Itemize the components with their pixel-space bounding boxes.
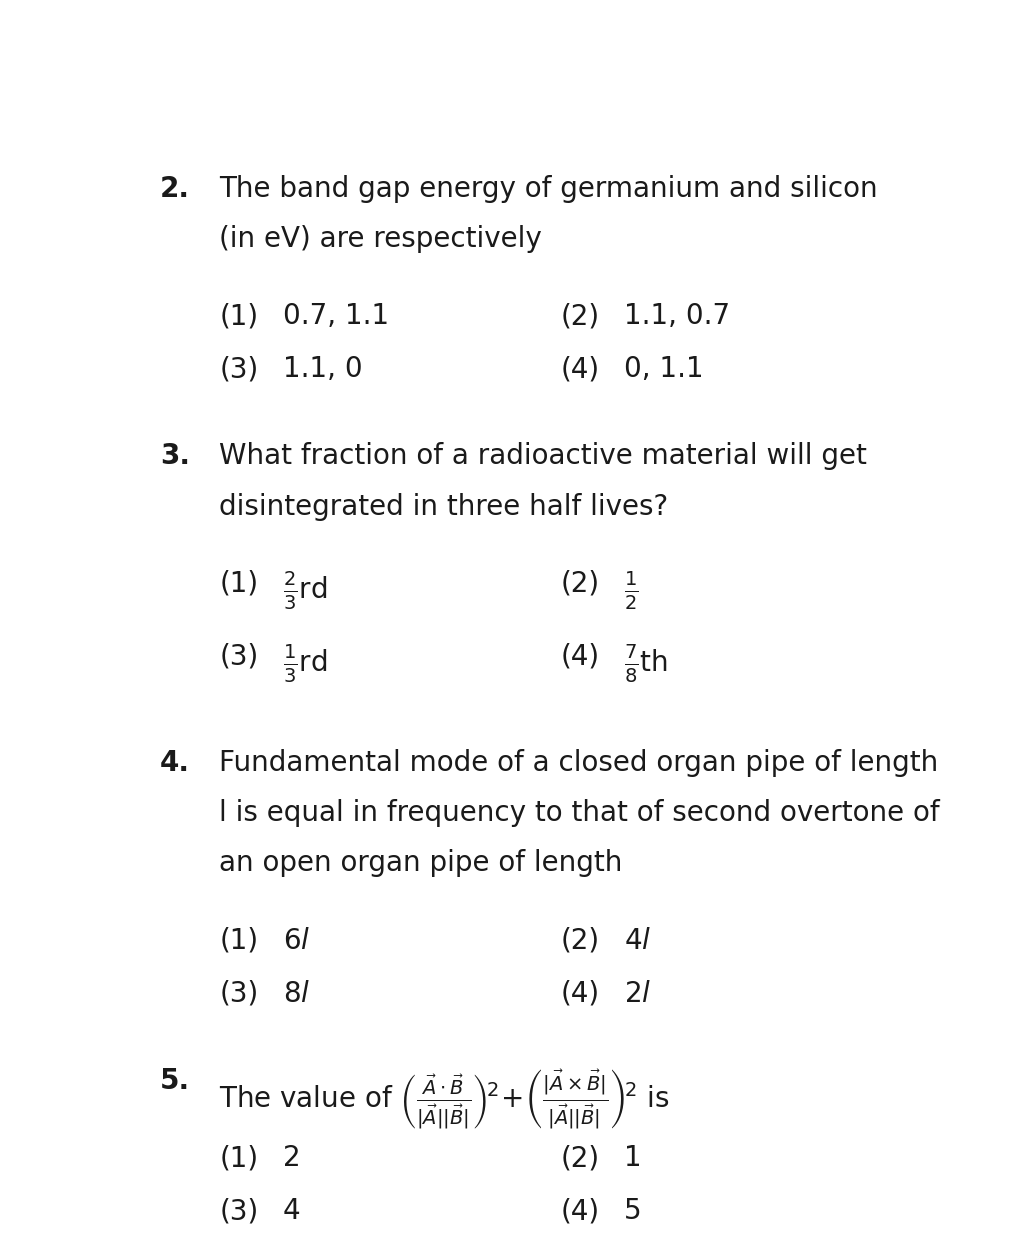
- Text: $\frac{2}{3}$rd: $\frac{2}{3}$rd: [283, 570, 327, 612]
- Text: (in eV) are respectively: (in eV) are respectively: [219, 225, 542, 254]
- Text: (2): (2): [560, 926, 600, 955]
- Text: (1): (1): [219, 926, 258, 955]
- Text: $\frac{7}{8}$th: $\frac{7}{8}$th: [624, 643, 668, 684]
- Text: (2): (2): [560, 302, 600, 330]
- Text: l is equal in frequency to that of second overtone of: l is equal in frequency to that of secon…: [219, 799, 940, 827]
- Text: disintegrated in three half lives?: disintegrated in three half lives?: [219, 493, 669, 521]
- Text: 1.1, 0.7: 1.1, 0.7: [624, 302, 730, 330]
- Text: 1: 1: [624, 1145, 642, 1172]
- Text: (1): (1): [219, 570, 258, 597]
- Text: (1): (1): [219, 1145, 258, 1172]
- Text: (3): (3): [219, 980, 258, 1008]
- Text: $\frac{1}{2}$: $\frac{1}{2}$: [624, 570, 638, 612]
- Text: 5.: 5.: [160, 1067, 189, 1094]
- Text: 8$l$: 8$l$: [283, 980, 310, 1008]
- Text: 4: 4: [283, 1197, 300, 1225]
- Text: 6$l$: 6$l$: [283, 926, 310, 955]
- Text: an open organ pipe of length: an open organ pipe of length: [219, 850, 623, 877]
- Text: (3): (3): [219, 355, 258, 384]
- Text: 4.: 4.: [160, 749, 189, 777]
- Text: 2: 2: [283, 1145, 300, 1172]
- Text: (3): (3): [219, 1197, 258, 1225]
- Text: (2): (2): [560, 1145, 600, 1172]
- Text: The value of $\left(\frac{\vec{A}\cdot\vec{B}}{|\vec{A}||\vec{B}|}\right)^{\!2}\: The value of $\left(\frac{\vec{A}\cdot\v…: [219, 1067, 670, 1131]
- Text: The band gap energy of germanium and silicon: The band gap energy of germanium and sil…: [219, 174, 878, 203]
- Text: (2): (2): [560, 570, 600, 597]
- Text: 1.1, 0: 1.1, 0: [283, 355, 362, 384]
- Text: 0.7, 1.1: 0.7, 1.1: [283, 302, 389, 330]
- Text: 4$l$: 4$l$: [624, 926, 651, 955]
- Text: 5: 5: [624, 1197, 642, 1225]
- Text: 2$l$: 2$l$: [624, 980, 651, 1008]
- Text: Fundamental mode of a closed organ pipe of length: Fundamental mode of a closed organ pipe …: [219, 749, 939, 777]
- Text: (1): (1): [219, 302, 258, 330]
- Text: What fraction of a radioactive material will get: What fraction of a radioactive material …: [219, 443, 867, 471]
- Text: 2.: 2.: [160, 174, 189, 203]
- Text: 0, 1.1: 0, 1.1: [624, 355, 703, 384]
- Text: (4): (4): [560, 980, 600, 1008]
- Text: (4): (4): [560, 1197, 600, 1225]
- Text: 3.: 3.: [160, 443, 189, 471]
- Text: (4): (4): [560, 643, 600, 670]
- Text: (4): (4): [560, 355, 600, 384]
- Text: (3): (3): [219, 643, 258, 670]
- Text: $\frac{1}{3}$rd: $\frac{1}{3}$rd: [283, 643, 327, 684]
